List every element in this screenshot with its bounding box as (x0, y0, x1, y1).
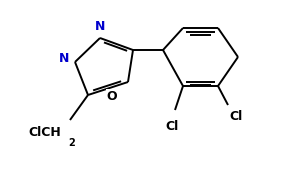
Text: ClCH: ClCH (28, 127, 61, 139)
Text: N: N (95, 19, 105, 32)
Text: O: O (107, 90, 117, 103)
Text: N: N (59, 52, 69, 65)
Text: 2: 2 (68, 138, 75, 148)
Text: Cl: Cl (165, 119, 179, 132)
Text: Cl: Cl (230, 111, 242, 124)
